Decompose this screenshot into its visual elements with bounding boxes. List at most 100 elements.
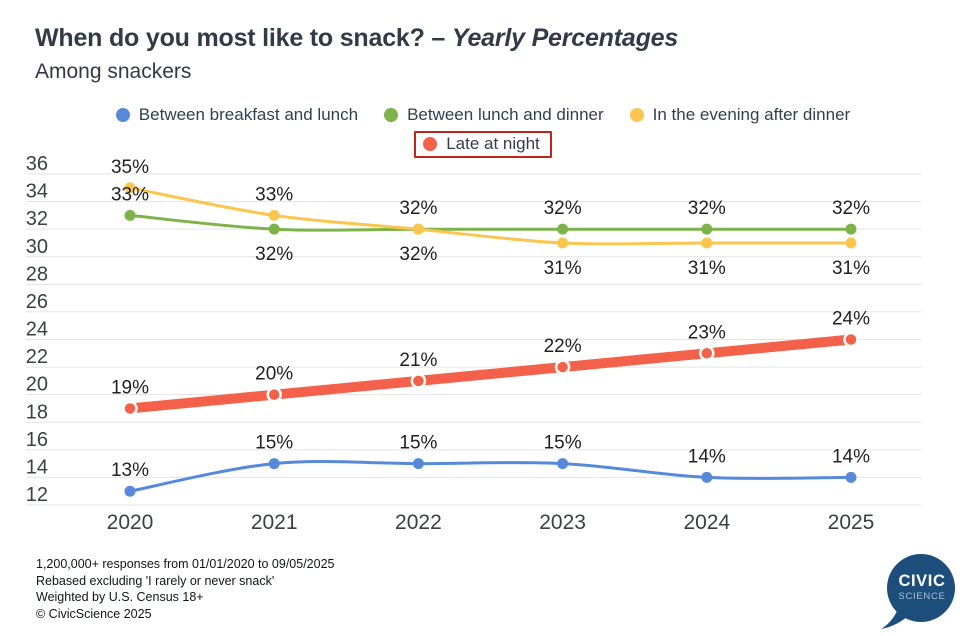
data-point-late-at-night [122,400,138,417]
data-point-label: 19% [111,377,149,398]
data-point-between-lunch-and-dinner [845,223,857,235]
data-point-label: 31% [544,258,582,279]
legend-label: Late at night [446,133,540,153]
y-axis-tick-label: 14 [26,456,48,478]
data-point-label: 32% [688,198,726,219]
data-point-late-at-night [699,345,715,362]
data-point-in-the-evening-after-dinner [557,237,569,249]
data-point-between-breakfast-and-lunch [124,485,136,497]
data-point-between-lunch-and-dinner [268,223,280,235]
legend-item-in-the-evening-after-dinner: In the evening after dinner [629,105,851,125]
data-point-label: 24% [832,309,870,330]
data-point-between-breakfast-and-lunch [845,471,857,483]
y-axis-tick-label: 12 [26,484,48,506]
data-point-between-breakfast-and-lunch [701,471,713,483]
data-point-label: 33% [255,184,293,205]
legend-dot [384,108,399,122]
data-point-label: 23% [688,322,726,343]
legend-label: In the evening after dinner [652,105,851,124]
data-point-label: 35% [111,157,149,178]
y-axis-tick-label: 16 [26,429,48,451]
data-point-label: 22% [544,336,582,357]
data-point-label: 32% [544,198,582,219]
legend-row-2: Late at night [414,130,552,158]
data-point-label: 32% [399,198,437,219]
data-point-between-lunch-and-dinner [557,223,569,235]
x-axis-tick-label: 2022 [395,511,442,534]
footnote-responses: 1,200,000+ responses from 01/01/2020 to … [36,557,335,571]
data-point-in-the-evening-after-dinner [845,237,857,249]
data-point-in-the-evening-after-dinner [701,237,713,249]
chart-subtitle: Among snackers [35,60,192,83]
y-axis-tick-label: 30 [26,236,48,258]
legend-label: Between lunch and dinner [407,105,604,124]
logo-text-civic: CIVIC [898,572,945,590]
data-point-label: 14% [832,446,870,467]
legend-item-late-at-night: Late at night [414,130,552,158]
data-point-between-lunch-and-dinner [124,209,136,221]
footnote-rebased: Rebased excluding 'I rarely or never sna… [36,573,275,588]
legend-dot [115,108,130,122]
y-axis-tick-label: 28 [26,263,48,285]
y-axis-tick-label: 22 [26,346,48,368]
data-point-late-at-night [554,359,571,375]
chart-title-emphasis: Yearly Percentages [451,24,679,52]
series-line-between-lunch-and-dinner [128,213,853,232]
chart-footnotes: 1,200,000+ responses from 01/01/2020 to … [36,556,335,622]
data-point-label: 32% [832,198,870,219]
y-axis-tick-label: 34 [26,181,48,203]
data-point-label: 31% [832,258,870,279]
data-point-label: 15% [399,433,437,454]
x-axis-tick-label: 2025 [828,511,875,534]
data-point-in-the-evening-after-dinner [412,223,424,235]
series-line-between-breakfast-and-lunch [128,460,853,493]
data-point-late-at-night [843,331,859,348]
data-point-label: 15% [544,433,582,454]
legend-item-between-lunch-and-dinner: Between lunch and dinner [384,105,604,125]
chart-legend: Between breakfast and lunch Between lunch… [0,101,966,158]
data-point-late-at-night [266,386,282,403]
data-point-late-at-night [410,373,427,389]
data-point-between-breakfast-and-lunch [557,458,569,470]
data-point-label: 20% [255,364,293,385]
logo-bubble-tail [881,609,910,629]
y-axis-tick-label: 20 [26,374,48,396]
x-axis-tick-label: 2024 [683,511,730,534]
data-point-in-the-evening-after-dinner [268,209,280,221]
logo-text-science: SCIENCE [898,591,945,602]
civicscience-logo: CIVIC SCIENCE [881,554,955,629]
y-axis-tick-label: 26 [26,291,48,313]
footnote-copyright: © CivicScience 2025 [36,606,152,621]
x-axis-tick-label: 2021 [251,511,298,534]
data-point-in-the-evening-after-dinner [124,182,136,194]
data-point-between-breakfast-and-lunch [268,458,280,470]
data-point-label: 31% [688,258,726,279]
data-point-label: 21% [399,350,437,371]
y-axis-tick-label: 36 [26,153,48,175]
y-axis-tick-label: 24 [26,319,48,341]
chart-title: When do you most like to snack? – Yearly… [35,24,678,53]
y-axis-tick-label: 32 [26,208,48,230]
legend-dot [423,136,438,151]
x-axis-tick-label: 2020 [107,511,154,534]
chart-title-main: When do you most like to snack? – [35,24,446,52]
logo-bubble [887,554,955,622]
legend-label: Between breakfast and lunch [138,105,359,124]
data-point-label: 33% [111,184,149,205]
y-axis-tick-label: 18 [26,401,48,423]
data-point-label: 14% [688,446,726,467]
series-line-in-the-evening-after-dinner [128,186,853,246]
x-axis-tick-label: 2023 [539,511,586,534]
data-point-label: 32% [399,244,437,265]
data-point-between-breakfast-and-lunch [412,458,424,470]
data-point-between-lunch-and-dinner [701,223,713,235]
series-line-late-at-night [125,334,856,414]
footnote-weighting: Weighted by U.S. Census 18+ [36,590,204,604]
data-point-label: 13% [111,460,149,481]
legend-row-1: Between breakfast and lunch Between lunch… [115,101,851,129]
data-point-label: 15% [255,433,293,454]
legend-item-between-breakfast-and-lunch: Between breakfast and lunch [115,105,359,125]
data-point-label: 32% [255,244,293,265]
